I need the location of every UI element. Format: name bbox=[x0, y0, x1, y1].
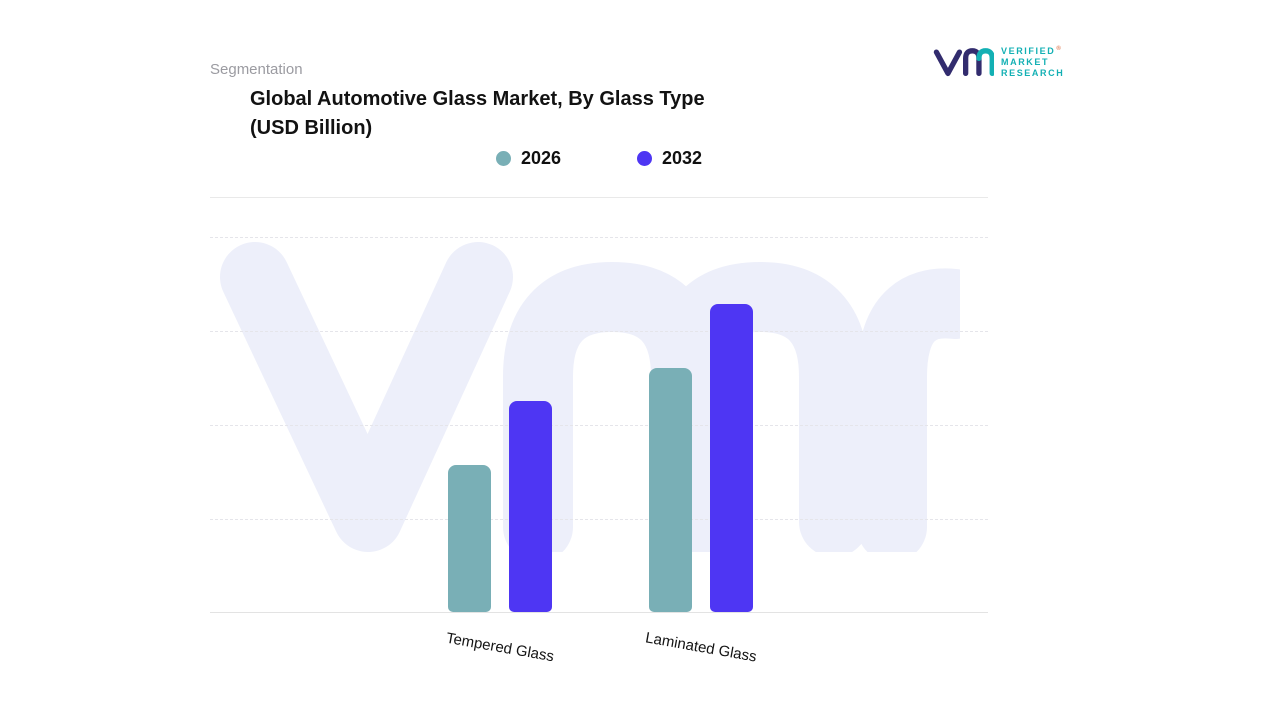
logo-word-verified: VERIFIED® bbox=[1001, 44, 1064, 57]
gridline bbox=[210, 237, 988, 238]
legend-label: 2026 bbox=[520, 148, 561, 168]
bar-2032-tempered-glass bbox=[509, 401, 552, 612]
vmr-watermark-icon bbox=[220, 242, 960, 552]
legend: 2026 2032 bbox=[210, 148, 988, 169]
legend-item-2032: 2032 bbox=[637, 148, 702, 169]
logo-word-research: RESEARCH bbox=[1001, 67, 1065, 78]
plot-area: Tempered Glass Laminated Glass bbox=[210, 237, 988, 666]
bar-group-tempered-glass bbox=[448, 401, 552, 612]
chart-title-line2: (USD Billion) bbox=[250, 117, 373, 139]
gridline bbox=[210, 331, 988, 332]
bar-2026-laminated-glass bbox=[649, 368, 692, 612]
gridline bbox=[210, 519, 988, 520]
legend-item-2026: 2026 bbox=[495, 148, 561, 169]
legend-dot bbox=[637, 151, 652, 166]
x-axis-label-laminated-glass: Laminated Glass bbox=[644, 629, 758, 666]
bar-2032-laminated-glass bbox=[710, 304, 753, 612]
vmr-logo: VERIFIED® MARKET RESEARCH bbox=[932, 38, 1064, 84]
chart-title-line1: Global Automotive Glass Market, By Glass… bbox=[250, 88, 705, 110]
vmr-logo-mark bbox=[933, 48, 994, 77]
section-label: Segmentation bbox=[210, 61, 303, 78]
bar-group-laminated-glass bbox=[649, 304, 753, 612]
chart-title: Global Automotive Glass Market, By Glass… bbox=[250, 85, 850, 143]
logo-word-market: MARKET bbox=[1001, 56, 1050, 67]
registered-mark-icon: ® bbox=[1056, 45, 1063, 52]
gridline bbox=[210, 425, 988, 426]
x-axis-label-tempered-glass: Tempered Glass bbox=[444, 629, 556, 666]
x-axis-baseline bbox=[210, 612, 988, 613]
vmr-logo-text: VERIFIED® MARKET RESEARCH bbox=[1001, 44, 1064, 79]
legend-label: 2032 bbox=[662, 148, 703, 168]
logo-word-verified-text: VERIFIED bbox=[1001, 45, 1056, 56]
header-divider bbox=[210, 197, 988, 198]
legend-dot bbox=[495, 151, 511, 166]
bar-2026-tempered-glass bbox=[448, 465, 491, 612]
